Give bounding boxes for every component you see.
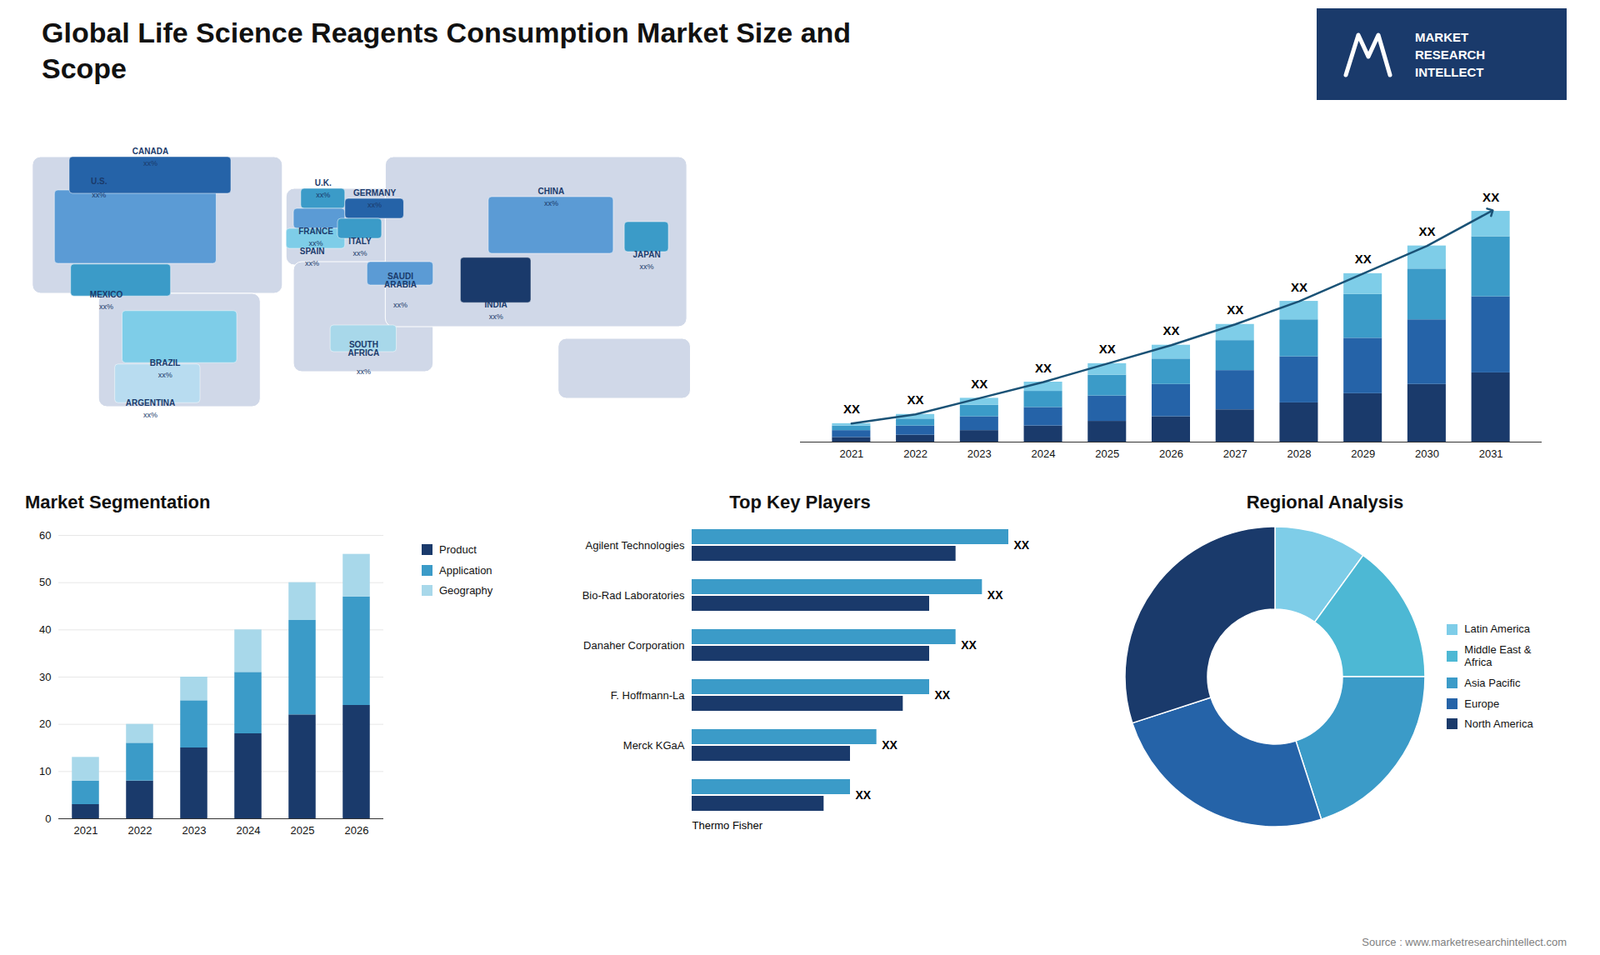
html-text:Product: Product [439, 543, 477, 556]
svg-text:2028: 2028 [1286, 447, 1311, 460]
svg-text:XX: XX [843, 401, 860, 416]
svg-text:2023: 2023 [967, 447, 992, 460]
html-text:Middle East & Africa: Middle East & Africa [1464, 643, 1532, 669]
svg-text:XX: XX [855, 788, 872, 802]
svg-text:XX: XX [1035, 360, 1052, 375]
svg-text:JAPAN: JAPAN [633, 250, 661, 260]
svg-text:xx%: xx% [315, 190, 330, 200]
html-text:Application: Application [439, 563, 493, 577]
svg-text:XX: XX [1355, 251, 1372, 266]
html-text:Market Segmentation: Market Segmentation [25, 491, 211, 513]
svg-text:XX: XX [935, 688, 951, 702]
svg-text:XX: XX [1014, 538, 1030, 552]
svg-text:xx%: xx% [367, 200, 382, 210]
html-text:Global Life Science Reagents C: Global Life Science Reagents Consumption… [41, 16, 851, 84]
svg-text:2031: 2031 [1479, 447, 1504, 460]
svg-text:40: 40 [39, 623, 51, 636]
svg-text:2026: 2026 [345, 824, 370, 837]
svg-text:xx%: xx% [544, 199, 559, 208]
svg-text:Thermo Fisher: Thermo Fisher [692, 819, 764, 832]
svg-text:10: 10 [39, 765, 51, 778]
html-text:Top Key Players: Top Key Players [729, 491, 871, 513]
svg-text:XX: XX [1162, 323, 1180, 338]
html-text:Source : www.marketresearchint: Source : www.marketresearchintellect.com [1361, 935, 1567, 949]
svg-text:CANADA: CANADA [132, 146, 169, 156]
svg-text:Bio-Rad Laboratories: Bio-Rad Laboratories [582, 589, 685, 602]
svg-text:xx%: xx% [309, 239, 324, 248]
svg-text:xx%: xx% [356, 367, 371, 376]
svg-text:xx%: xx% [158, 370, 173, 380]
svg-text:XX: XX [960, 638, 977, 652]
svg-text:2025: 2025 [290, 824, 315, 837]
svg-text:CHINA: CHINA [538, 186, 565, 196]
svg-text:xx%: xx% [305, 259, 320, 268]
svg-text:2026: 2026 [1159, 447, 1184, 460]
svg-text:xx%: xx% [393, 300, 408, 310]
svg-text:BRAZIL: BRAZIL [150, 358, 181, 368]
svg-text:2025: 2025 [1095, 447, 1120, 460]
html-text:MARKET RESEARCH INTELLECT: MARKET RESEARCH INTELLECT [1415, 29, 1486, 79]
svg-text:xx%: xx% [91, 190, 106, 200]
svg-text:XX: XX [881, 738, 898, 752]
svg-text:2022: 2022 [128, 824, 153, 837]
svg-text:2023: 2023 [182, 824, 207, 837]
svg-text:xx%: xx% [143, 410, 158, 420]
svg-text:SOUTHAFRICA: SOUTHAFRICA [347, 340, 380, 358]
html-text:North America: North America [1464, 717, 1534, 731]
html-text:Regional Analysis: Regional Analysis [1246, 491, 1404, 513]
svg-text:xx%: xx% [640, 262, 655, 271]
svg-text:2029: 2029 [1350, 447, 1375, 460]
svg-text:FRANCE: FRANCE [298, 226, 334, 236]
svg-text:XX: XX [1099, 341, 1116, 356]
svg-text:SAUDIARABIA: SAUDIARABIA [384, 271, 417, 290]
svg-text:2024: 2024 [236, 824, 261, 837]
svg-text:XX: XX [1418, 224, 1435, 239]
svg-text:INDIA: INDIA [485, 300, 508, 310]
svg-text:XX: XX [1290, 280, 1308, 295]
svg-text:60: 60 [39, 529, 51, 542]
svg-text:XX: XX [970, 376, 988, 391]
html-text:Asia Pacific: Asia Pacific [1464, 676, 1521, 690]
html-text:Europe: Europe [1464, 697, 1500, 710]
svg-text:SPAIN: SPAIN [300, 246, 325, 256]
svg-text:30: 30 [39, 670, 51, 684]
svg-text:Merck KGaA: Merck KGaA [623, 739, 685, 752]
svg-text:Danaher Corporation: Danaher Corporation [583, 639, 685, 652]
svg-text:ARGENTINA: ARGENTINA [125, 398, 175, 408]
svg-text:xx%: xx% [99, 302, 114, 311]
svg-text:U.S.: U.S. [90, 176, 108, 186]
html-text:Geography: Geography [439, 584, 493, 597]
svg-text:XX: XX [907, 392, 925, 407]
svg-text:xx%: xx% [352, 249, 367, 258]
svg-text:2027: 2027 [1223, 447, 1248, 460]
svg-text:GERMANY: GERMANY [353, 188, 396, 198]
svg-text:2024: 2024 [1031, 447, 1056, 460]
svg-text:xx%: xx% [143, 159, 158, 168]
html-text:Latin America: Latin America [1464, 622, 1531, 636]
svg-text:2022: 2022 [903, 447, 928, 460]
svg-text:XX: XX [1482, 190, 1500, 205]
svg-text:ITALY: ITALY [348, 236, 372, 246]
svg-text:XX: XX [1226, 302, 1244, 317]
svg-text:2030: 2030 [1415, 447, 1440, 460]
svg-text:U.K.: U.K. [315, 178, 332, 188]
svg-text:MEXICO: MEXICO [90, 290, 124, 300]
svg-text:0: 0 [45, 812, 51, 825]
svg-text:50: 50 [39, 575, 51, 589]
svg-text:2021: 2021 [74, 824, 99, 837]
svg-text:F. Hoffmann-La: F. Hoffmann-La [610, 689, 685, 702]
svg-text:xx%: xx% [489, 312, 504, 321]
svg-text:Agilent Technologies: Agilent Technologies [585, 539, 685, 552]
svg-text:XX: XX [987, 588, 1004, 602]
svg-text:20: 20 [39, 717, 51, 730]
svg-text:2021: 2021 [839, 447, 864, 460]
